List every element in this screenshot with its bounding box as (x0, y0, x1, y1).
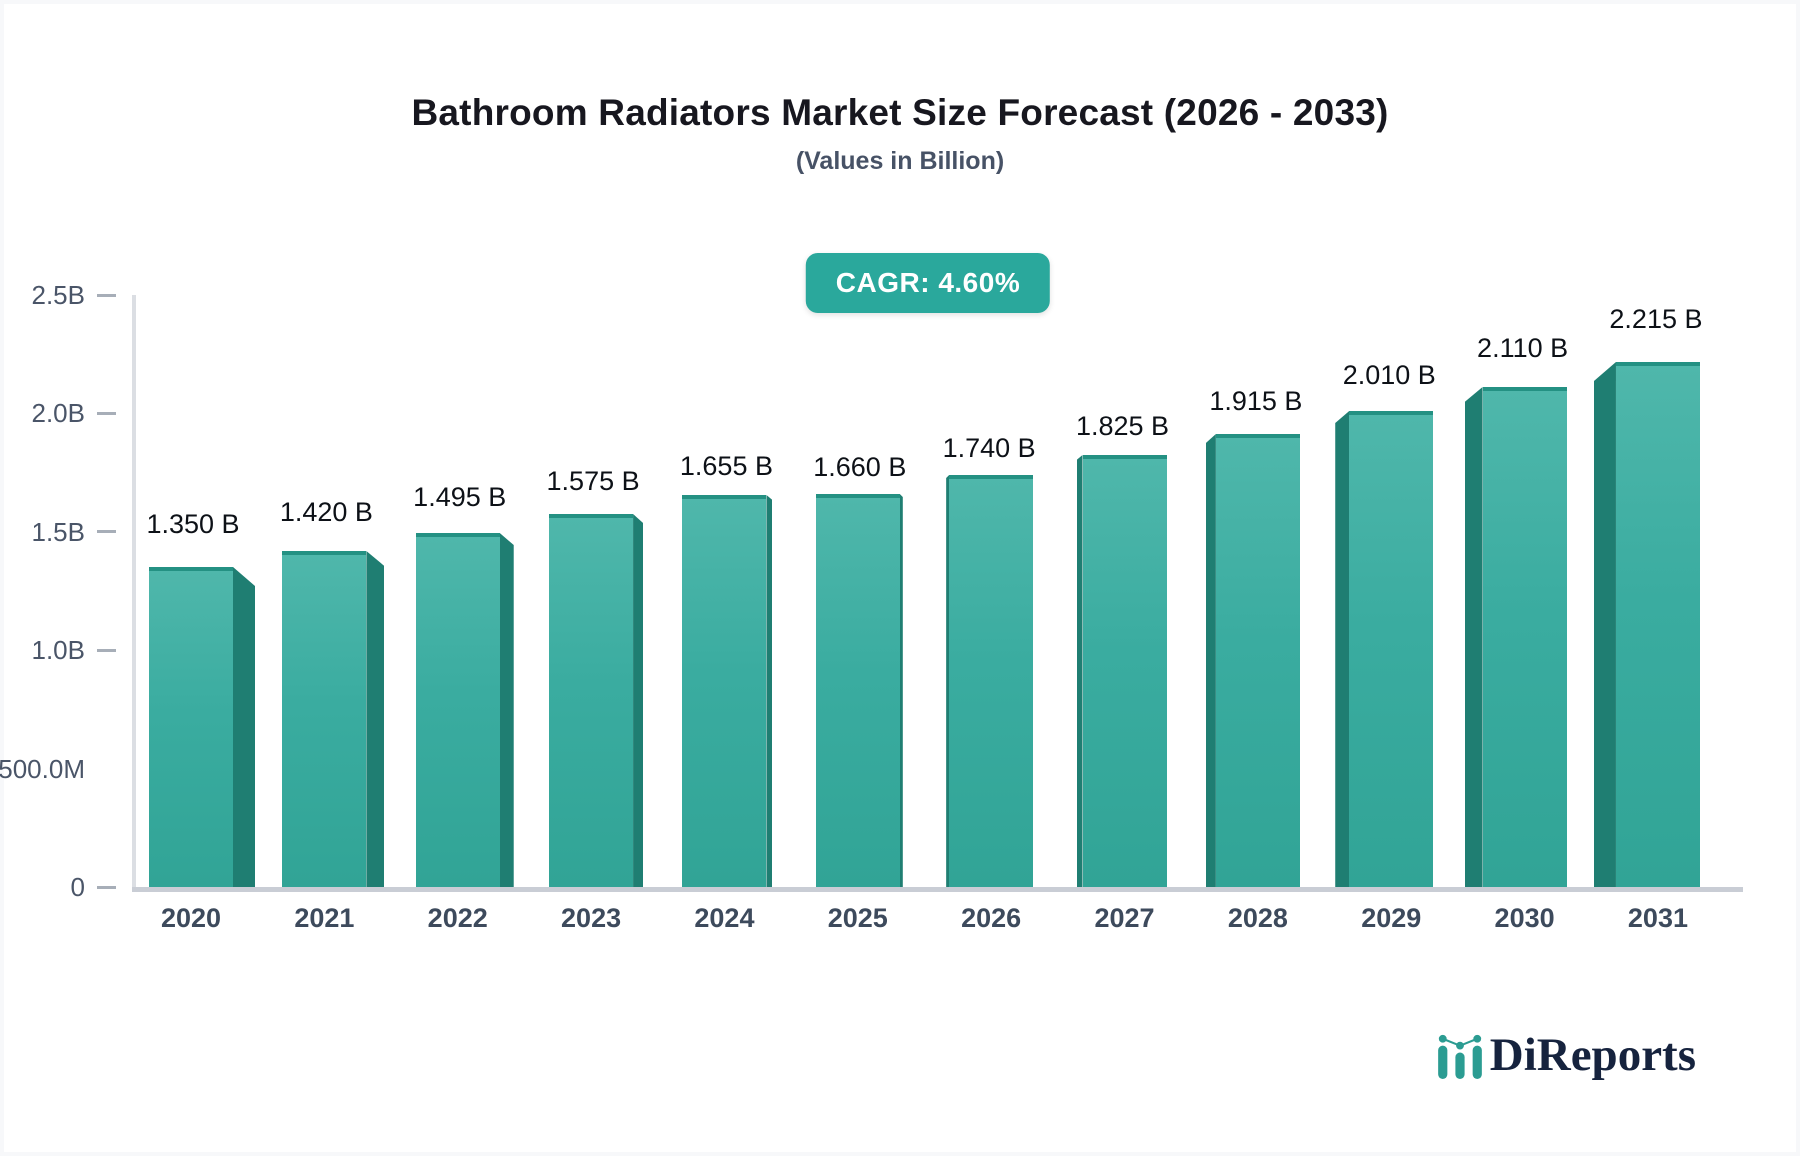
y-tick-label: 500.0M (0, 753, 85, 784)
bar-2028 (1215, 434, 1300, 887)
bar-side-face (946, 475, 950, 887)
x-tick-label: 2027 (1094, 903, 1155, 933)
bar-2030 (1482, 387, 1567, 887)
bar-value-label: 2.215 B (1609, 304, 1703, 334)
bar-side-face (1593, 362, 1616, 887)
bar-side-face (1205, 434, 1216, 887)
bar-2020 (149, 567, 233, 887)
bar-value-label: 1.915 B (1209, 386, 1303, 416)
x-tick-label: 2030 (1494, 903, 1555, 933)
plot-area: 0 500.0M 1.0B 1.5B 2.0B 2.5B 1.350 B 2020 1.420 … (0, 282, 1743, 933)
bar-side-face (1076, 455, 1083, 887)
y-tick-label: 2.5B (31, 280, 86, 310)
x-tick-label: 2020 (160, 903, 222, 933)
bar-side-face (899, 494, 903, 887)
bar-side-face (1464, 387, 1483, 887)
bar-2024 (682, 495, 767, 887)
y-tick-dash (97, 885, 116, 889)
bar-value-label: 1.655 B (679, 451, 773, 481)
bar-side-face (766, 495, 773, 887)
x-tick-label: 2028 (1227, 903, 1288, 933)
bar-side-face (633, 514, 644, 887)
y-tick-label: 0 (70, 872, 85, 902)
bar-value-label: 1.350 B (146, 509, 240, 539)
y-tick-label: 1.0B (31, 635, 86, 666)
bar-value-label: 1.495 B (413, 482, 507, 512)
bar-2029 (1349, 411, 1434, 887)
y-tick-label: 2.0B (31, 398, 86, 429)
bar-side-face (233, 567, 255, 887)
bar-value-label: 2.110 B (1477, 333, 1569, 363)
brand-logo: DiReports (1437, 1029, 1696, 1081)
y-tick-dash (97, 411, 116, 415)
bar-2021 (282, 551, 367, 887)
x-tick-label: 2021 (294, 903, 355, 933)
bar-side-face (1335, 411, 1350, 887)
bar-side-face (499, 533, 514, 887)
y-tick-dash (97, 648, 116, 652)
y-tick-dash (97, 530, 116, 534)
bar-2031 (1615, 362, 1700, 887)
bar-side-face (366, 551, 385, 887)
bar-value-label: 1.825 B (1075, 411, 1170, 441)
bar-value-label: 1.575 B (546, 466, 640, 496)
bar-value-label: 1.740 B (942, 433, 1036, 463)
chart-title: Bathroom Radiators Market Size Forecast … (411, 92, 1389, 133)
chart-subtitle: (Values in Billion) (795, 147, 1005, 175)
bar-value-label: 1.660 B (813, 452, 907, 482)
bar-2022 (415, 533, 500, 887)
brand-name: DiReports (1489, 1029, 1696, 1081)
x-tick-label: 2031 (1627, 903, 1688, 933)
bar-2027 (1082, 455, 1167, 887)
bar-2026 (949, 475, 1034, 887)
y-tick-label: 1.5B (31, 516, 86, 547)
y-tick-dash (97, 293, 116, 297)
bar-line-chart-icon (1437, 1034, 1482, 1079)
bar-2023 (549, 514, 634, 887)
x-tick-label: 2025 (827, 903, 888, 933)
x-tick-label: 2026 (961, 903, 1022, 933)
x-tick-label: 2029 (1361, 903, 1422, 933)
x-tick-label: 2023 (561, 903, 622, 933)
cagr-badge: CAGR: 4.60% (805, 253, 1051, 313)
x-tick-label: 2022 (427, 903, 488, 933)
bar-value-label: 1.420 B (279, 497, 373, 527)
y-axis-line (132, 295, 136, 890)
bar-value-label: 2.010 B (1342, 360, 1436, 390)
x-tick-label: 2024 (694, 903, 755, 933)
x-axis-line (132, 887, 1743, 892)
bar-2025 (815, 494, 900, 887)
